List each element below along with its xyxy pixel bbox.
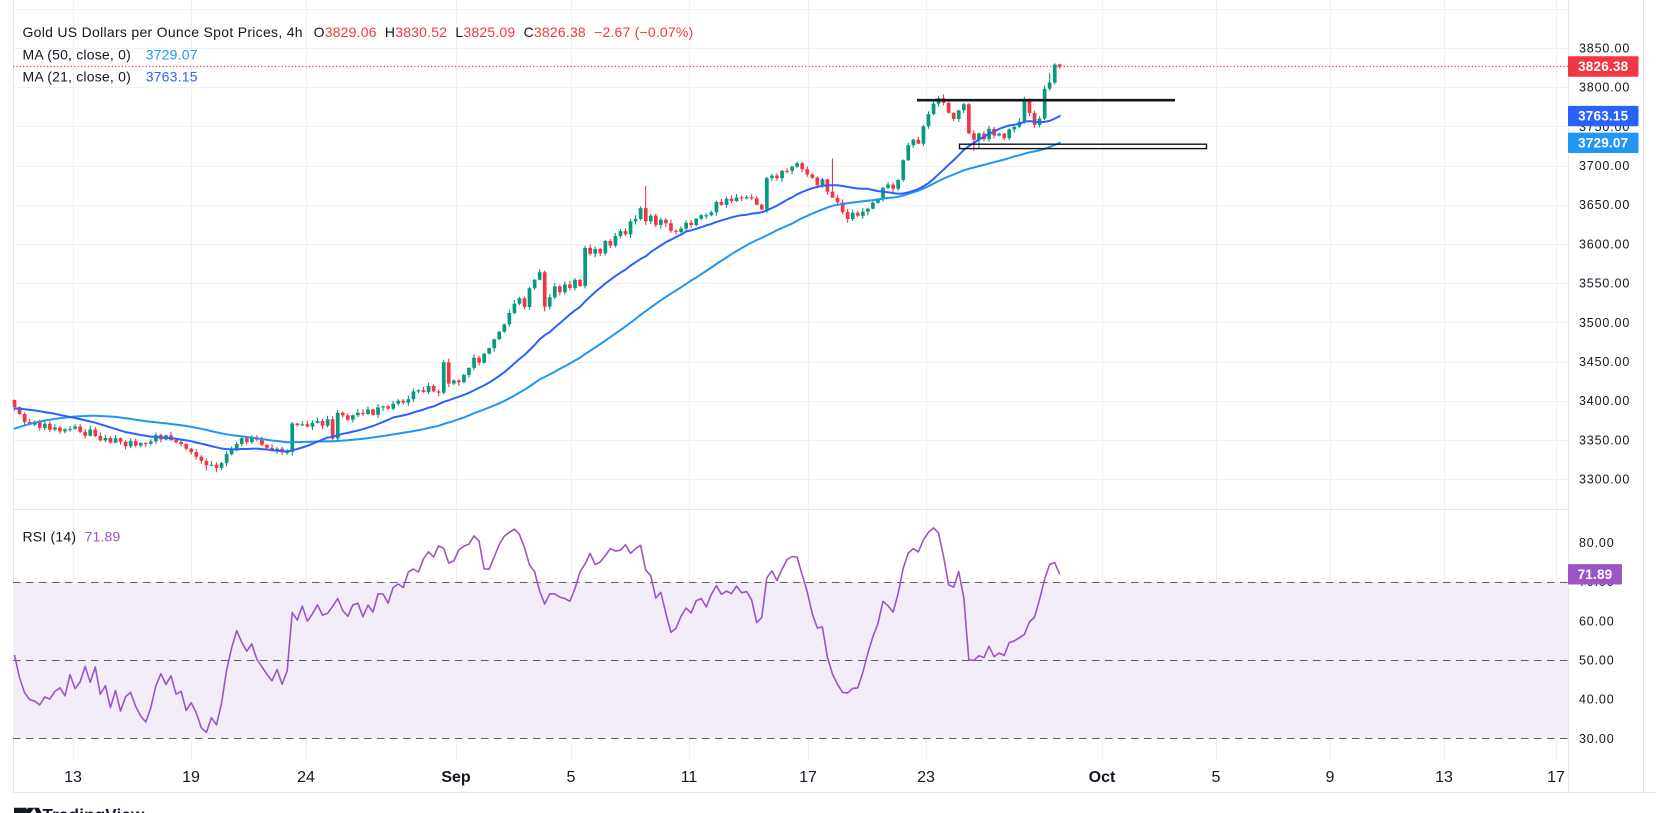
- svg-text:30.00: 30.00: [1579, 732, 1615, 746]
- svg-text:9: 9: [1326, 769, 1335, 786]
- svg-text:3826.38: 3826.38: [1578, 59, 1628, 74]
- svg-text:3550.00: 3550.00: [1579, 277, 1630, 291]
- svg-text:3763.15: 3763.15: [1578, 109, 1628, 124]
- svg-text:3700.00: 3700.00: [1579, 159, 1630, 173]
- svg-text:5: 5: [1212, 769, 1221, 786]
- svg-text:17: 17: [1547, 769, 1565, 786]
- svg-text:3650.00: 3650.00: [1579, 198, 1630, 212]
- svg-text:O3829.06 H3830.52 L3825.09: O3829.06 H3830.52 L3825.09 C3826.38 −2.6…: [314, 24, 694, 40]
- svg-text:17: 17: [799, 769, 817, 786]
- svg-text:71.89: 71.89: [1578, 567, 1613, 582]
- svg-text:3800.00: 3800.00: [1579, 81, 1630, 95]
- svg-text:3850.00: 3850.00: [1579, 41, 1630, 55]
- svg-text:3300.00: 3300.00: [1579, 473, 1630, 487]
- svg-text:Gold US Dollars per Ounce Spot: Gold US Dollars per Ounce Spot Prices, 4…: [23, 24, 303, 40]
- svg-text:3400.00: 3400.00: [1579, 394, 1630, 408]
- svg-text:3500.00: 3500.00: [1579, 316, 1630, 330]
- svg-text:60.00: 60.00: [1579, 614, 1615, 628]
- svg-text:3350.00: 3350.00: [1579, 433, 1630, 447]
- svg-text:13: 13: [64, 769, 82, 786]
- svg-text:19: 19: [182, 769, 200, 786]
- svg-text:3729.07: 3729.07: [1578, 135, 1628, 150]
- svg-text:24: 24: [297, 769, 315, 786]
- svg-text:23: 23: [917, 769, 935, 786]
- svg-text:11: 11: [681, 769, 698, 786]
- svg-text:5: 5: [567, 769, 576, 786]
- svg-text:3450.00: 3450.00: [1579, 355, 1630, 369]
- svg-text:50.00: 50.00: [1579, 654, 1615, 668]
- svg-text:MA (21, close, 0) 3763.15: MA (21, close, 0) 3763.15: [23, 69, 198, 85]
- svg-text:3600.00: 3600.00: [1579, 237, 1630, 251]
- svg-text:Sep: Sep: [441, 769, 471, 786]
- svg-text:13: 13: [1435, 769, 1453, 786]
- svg-text:80.00: 80.00: [1579, 536, 1615, 550]
- svg-text:RSI (14) 71.89: RSI (14) 71.89: [23, 529, 121, 545]
- svg-text:40.00: 40.00: [1579, 693, 1615, 707]
- svg-text:MA (50, close, 0) 3729.07: MA (50, close, 0) 3729.07: [23, 47, 198, 63]
- svg-text:Oct: Oct: [1089, 769, 1116, 786]
- svg-text:TradingView: TradingView: [43, 806, 146, 813]
